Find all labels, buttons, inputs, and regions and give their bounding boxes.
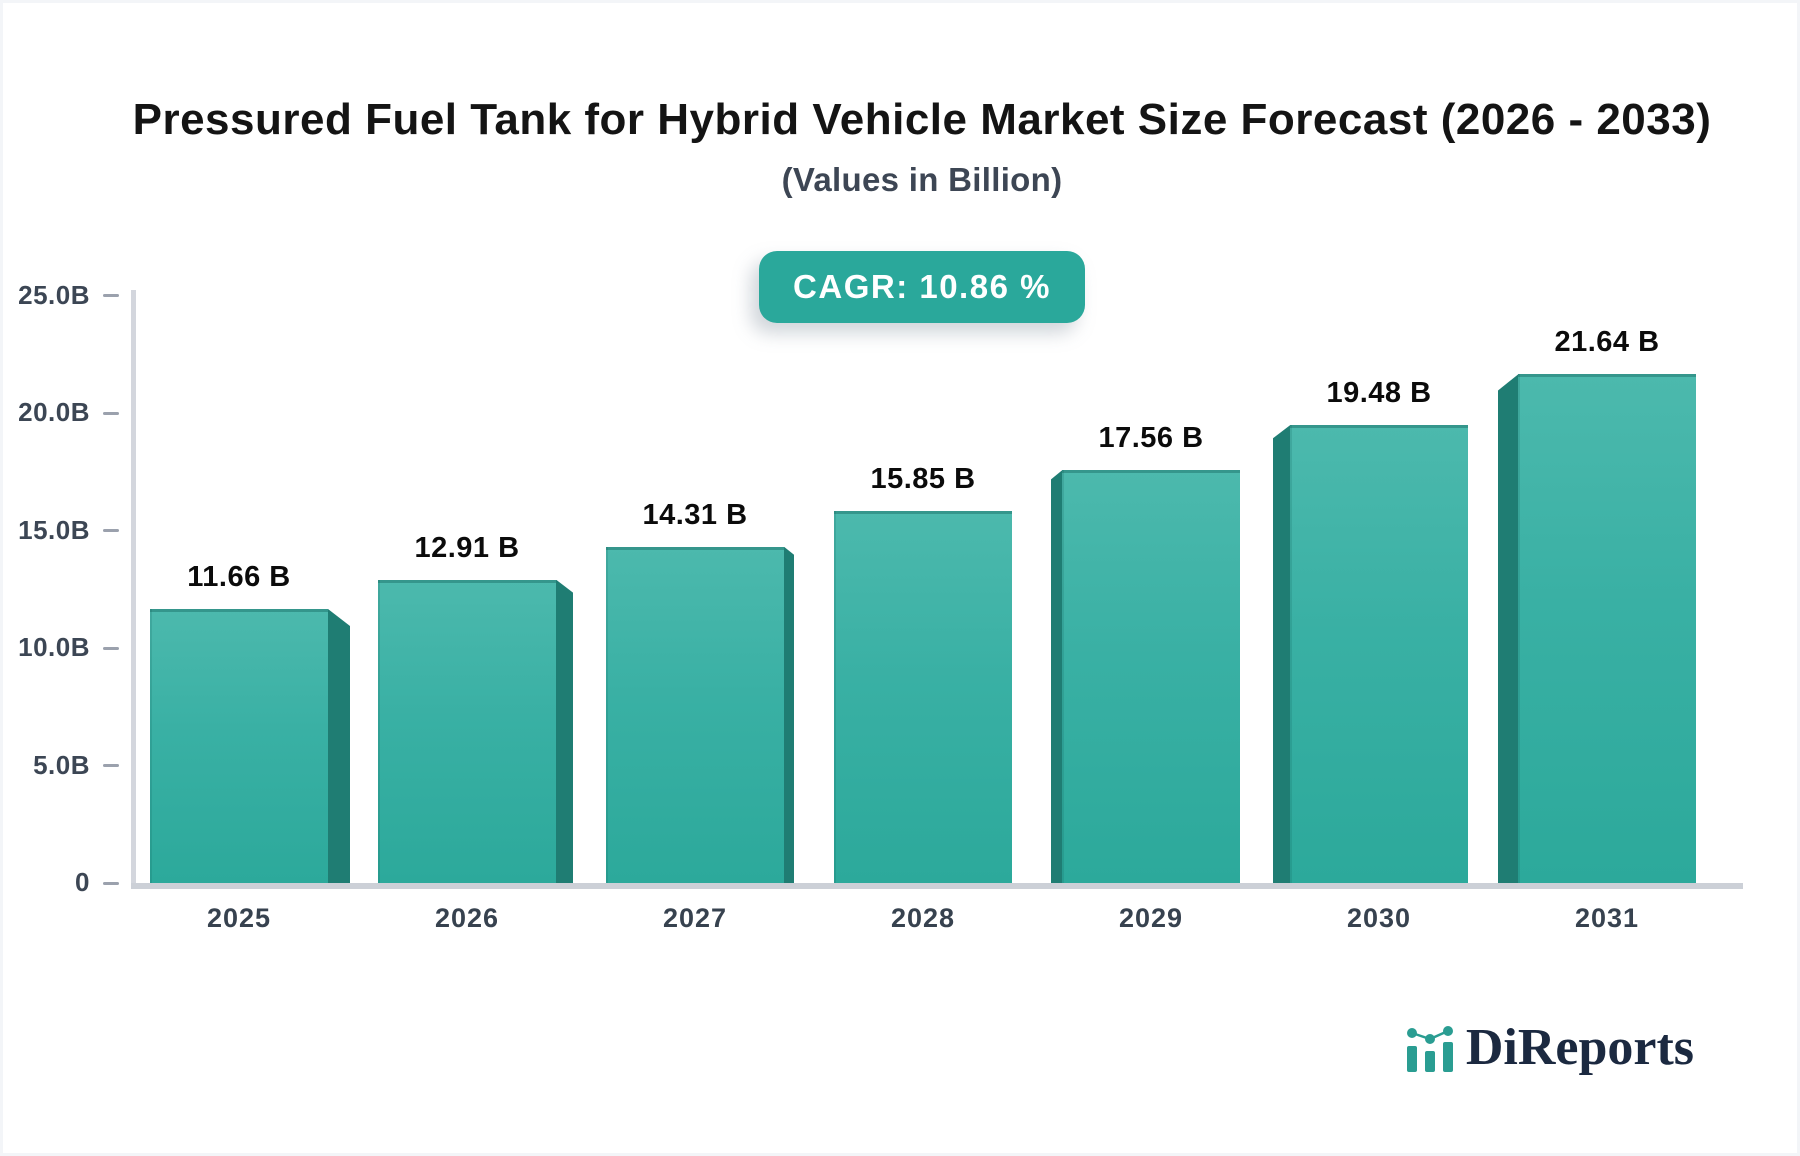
bar-2030 xyxy=(1290,425,1468,883)
y-tick-mark xyxy=(103,294,119,297)
direports-logo: DiReports xyxy=(1404,1022,1694,1074)
bar-3d-side xyxy=(784,546,794,883)
y-tick-label: 25.0B xyxy=(18,279,90,310)
bar-3d-side xyxy=(328,608,350,883)
y-tick-mark xyxy=(103,529,119,532)
bar-2025 xyxy=(150,608,328,883)
y-tick-label: 20.0B xyxy=(18,397,90,427)
bar-2026 xyxy=(378,579,556,883)
x-tick-label: 2026 xyxy=(434,903,500,933)
bar-value-label: 17.56 B xyxy=(1098,422,1204,455)
y-tick-mark xyxy=(103,646,119,650)
cagr-badge: CAGR: 10.86 % xyxy=(759,250,1085,323)
logo-text: DiReports xyxy=(1465,1019,1694,1076)
chart-title: Pressured Fuel Tank for Hybrid Vehicle M… xyxy=(132,95,1712,144)
bar-value-label: 14.31 B xyxy=(642,498,748,531)
bar-2031 xyxy=(1518,374,1696,883)
mini-bar-line-chart-icon xyxy=(1406,1026,1453,1072)
bar-value-label: 21.64 B xyxy=(1554,326,1660,359)
bar-3d-side xyxy=(1273,425,1290,883)
y-axis-line xyxy=(131,290,136,889)
bar-2029 xyxy=(1062,470,1240,883)
x-axis-baseline xyxy=(131,883,1743,889)
bar-value-label: 19.48 B xyxy=(1326,377,1432,410)
x-tick-label: 2025 xyxy=(206,903,272,933)
x-tick-label: 2028 xyxy=(890,903,956,933)
y-tick-mark xyxy=(103,881,119,885)
bar-value-label: 15.85 B xyxy=(870,462,976,495)
y-tick-label: 10.0B xyxy=(18,632,90,662)
bar-2027 xyxy=(606,546,784,883)
y-tick-mark xyxy=(103,764,119,767)
header: Pressured Fuel Tank for Hybrid Vehicle M… xyxy=(40,0,1800,323)
y-tick-label: 5.0B xyxy=(33,749,90,780)
bar-value-label: 11.66 B xyxy=(187,560,291,593)
x-tick-label: 2030 xyxy=(1346,903,1412,933)
y-tick-mark xyxy=(103,411,119,415)
bar-3d-side xyxy=(1498,374,1518,883)
x-tick-label: 2031 xyxy=(1574,903,1640,933)
bar-value-label: 12.91 B xyxy=(414,531,520,564)
x-tick-label: 2027 xyxy=(662,903,728,933)
bar-3d-side xyxy=(1051,470,1062,883)
bar-2028 xyxy=(834,510,1012,883)
bar-3d-side xyxy=(556,579,573,883)
y-tick-label: 15.0B xyxy=(18,514,90,545)
y-tick-label: 0 xyxy=(75,867,90,897)
chart-subtitle: (Values in Billion) xyxy=(781,160,1063,198)
x-tick-label: 2029 xyxy=(1118,903,1184,933)
